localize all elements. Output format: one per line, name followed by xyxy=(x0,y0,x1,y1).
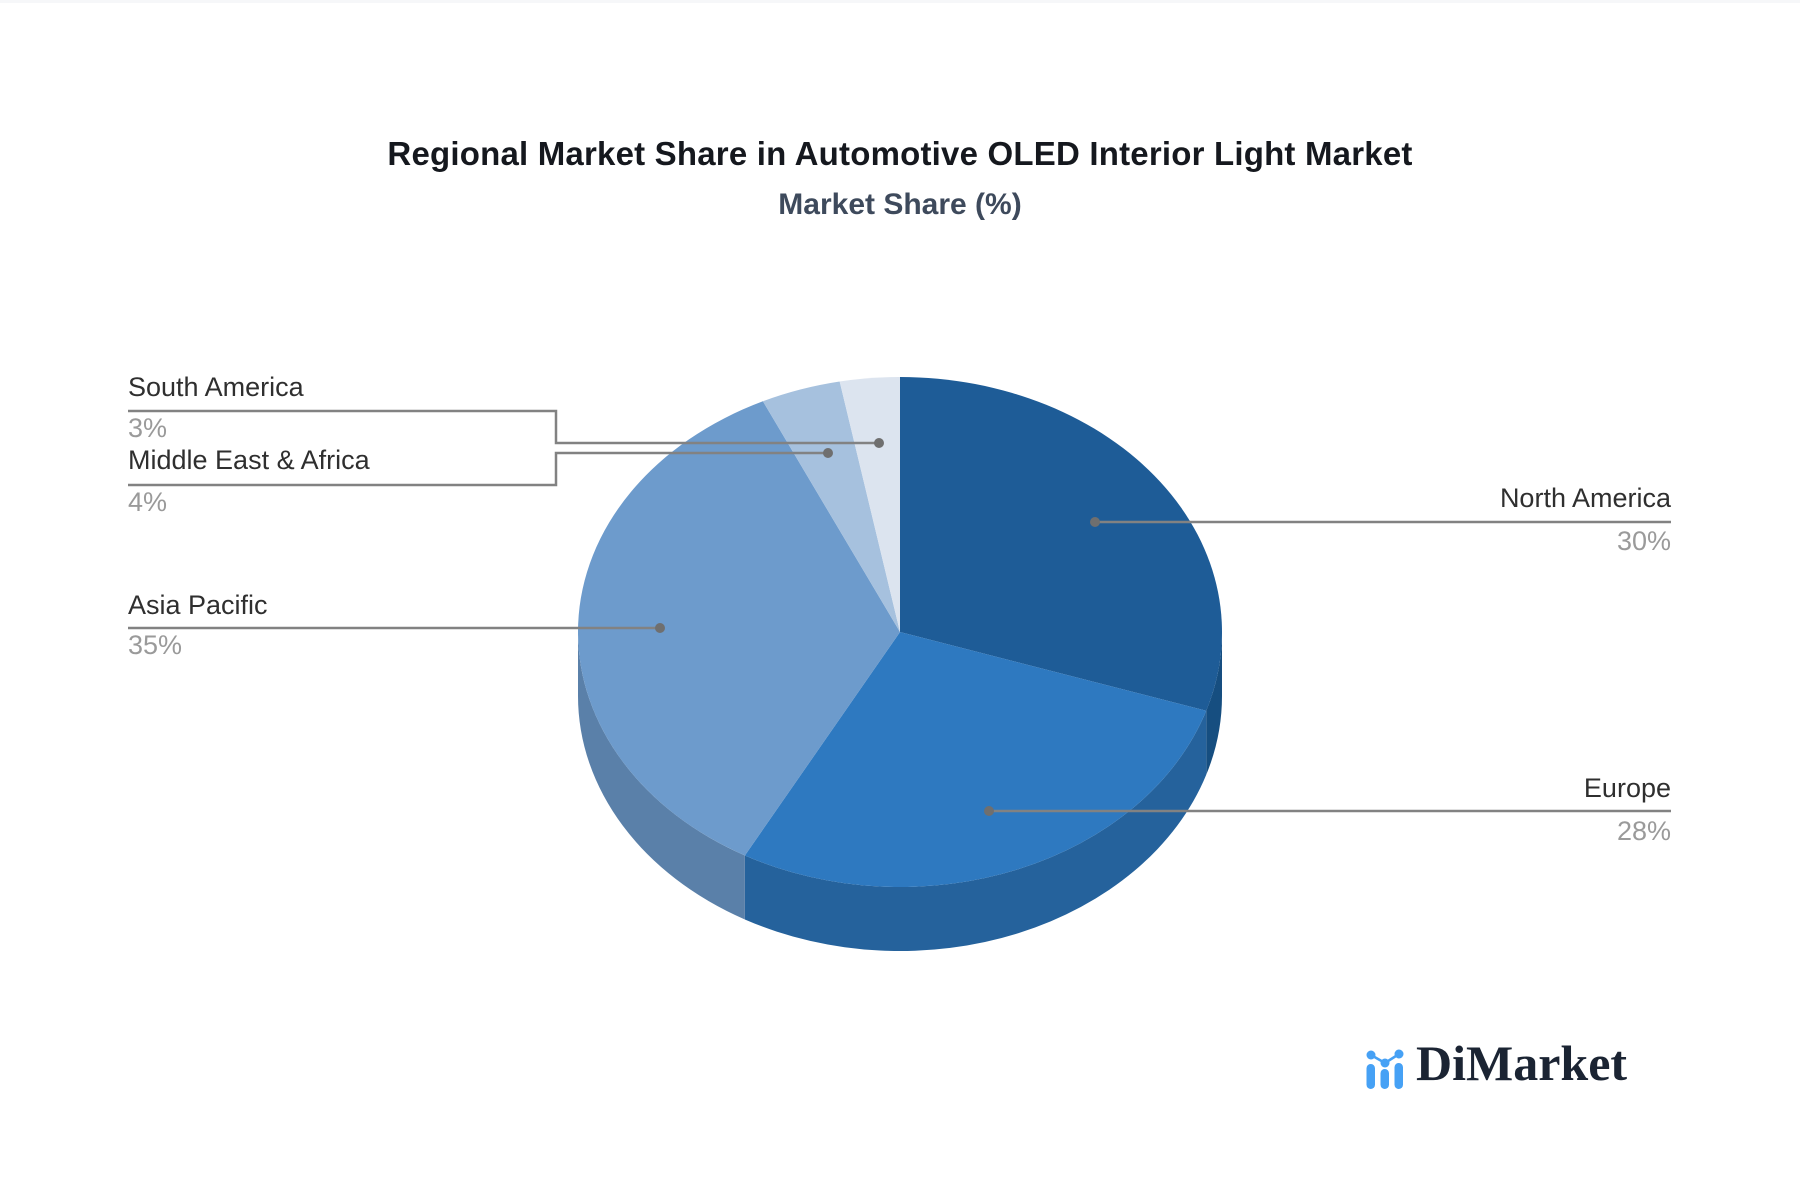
pie-slice-side-north-america xyxy=(1206,632,1222,775)
leader-dot-europe xyxy=(984,806,994,816)
pie-slice-side-asia-pacific xyxy=(578,632,745,920)
logo-dot-icon xyxy=(1366,1050,1376,1060)
callout-value-south-america: 3% xyxy=(128,413,168,443)
callout-leader-lines xyxy=(128,409,1671,816)
logo-dot-icon xyxy=(1380,1058,1390,1068)
callout-label-north-america: North America xyxy=(1499,483,1671,513)
callout-value-north-america: 30% xyxy=(1616,526,1671,556)
pie-slice-side-europe xyxy=(744,710,1207,951)
leader-dot-south-america xyxy=(874,438,884,448)
pie-3d-sides xyxy=(578,632,1222,951)
callout-label-south-america: South America xyxy=(128,372,304,402)
pie-slice-south-america[interactable] xyxy=(839,377,900,632)
callout-value-middle-east-africa: 4% xyxy=(128,487,168,517)
leader-line-middle-east-africa xyxy=(128,451,828,487)
chart-title: Regional Market Share in Automotive OLED… xyxy=(387,135,1413,172)
dimarket-logo-text: DiMarket xyxy=(1416,1035,1628,1091)
leader-line-south-america xyxy=(128,409,879,445)
logo-bar-icon xyxy=(1394,1063,1403,1089)
pie-slice-north-america[interactable] xyxy=(900,377,1222,711)
pie-slice-europe[interactable] xyxy=(744,632,1207,887)
pie-slices xyxy=(578,377,1222,887)
chart-subtitle: Market Share (%) xyxy=(778,188,1022,221)
leader-dot-north-america xyxy=(1090,517,1100,527)
callout-value-europe: 28% xyxy=(1616,816,1671,846)
logo-bar-icon xyxy=(1366,1064,1375,1089)
leader-dot-asia-pacific xyxy=(655,623,665,633)
logo-dot-icon xyxy=(1394,1049,1404,1059)
dimarket-logo-icon xyxy=(1366,1049,1404,1089)
callout-label-europe: Europe xyxy=(1583,773,1671,803)
dimarket-logo: DiMarket xyxy=(1364,1038,1664,1102)
callout-label-asia-pacific: Asia Pacific xyxy=(128,590,268,620)
leader-dot-middle-east-africa xyxy=(823,448,833,458)
pie-slice-asia-pacific[interactable] xyxy=(578,401,900,856)
callout-value-asia-pacific: 35% xyxy=(128,630,183,660)
logo-bar-icon xyxy=(1380,1069,1389,1089)
callout-label-middle-east-africa: Middle East & Africa xyxy=(128,445,370,475)
page-top-edge xyxy=(0,0,1800,3)
